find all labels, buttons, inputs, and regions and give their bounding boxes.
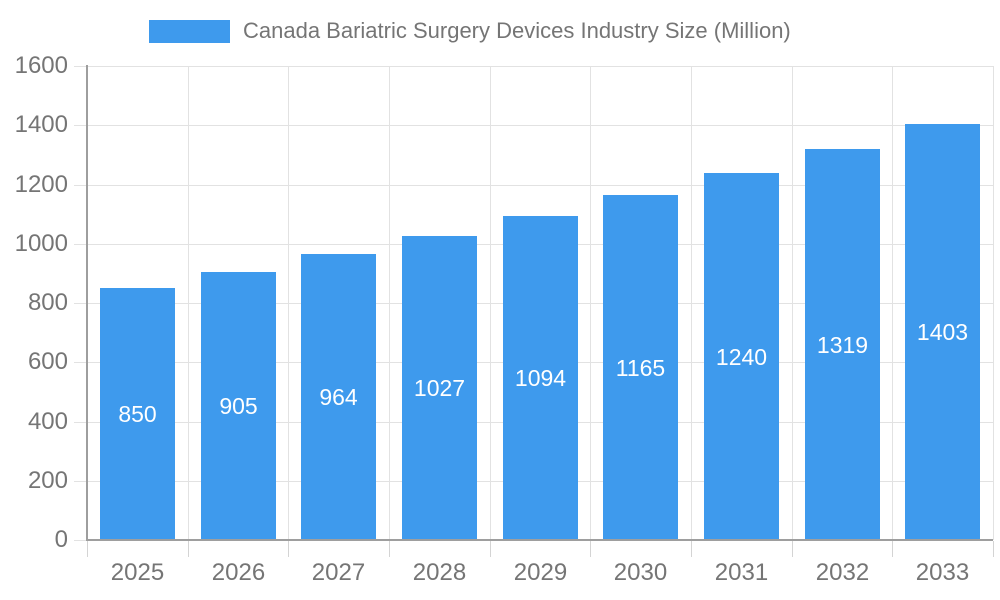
bar-value-label: 850 — [118, 401, 157, 427]
x-tick — [792, 541, 793, 557]
chart-title: Canada Bariatric Surgery Devices Industr… — [243, 18, 791, 43]
bar-value-label: 1403 — [916, 319, 969, 345]
x-gridline — [590, 66, 591, 540]
bar[interactable]: 1403 — [905, 124, 980, 540]
x-tick — [188, 541, 189, 557]
bar[interactable]: 964 — [301, 254, 376, 540]
x-axis-line — [86, 539, 993, 541]
bar-value-label: 1240 — [715, 344, 768, 370]
bar-value-label: 1027 — [413, 375, 466, 401]
bar[interactable]: 1094 — [503, 216, 578, 540]
x-axis-label: 2029 — [513, 559, 568, 586]
bar-value-label: 964 — [319, 384, 358, 410]
bar[interactable]: 905 — [201, 272, 276, 540]
bar[interactable]: 1319 — [805, 149, 880, 540]
legend-swatch — [149, 19, 230, 43]
y-gridline — [74, 125, 993, 126]
x-gridline — [490, 66, 491, 540]
bar-value-label: 1165 — [615, 355, 666, 381]
bar[interactable]: 1027 — [402, 236, 477, 540]
x-gridline — [792, 66, 793, 540]
x-tick — [87, 541, 88, 557]
bar[interactable]: 850 — [100, 288, 175, 540]
x-axis-label: 2032 — [815, 559, 870, 586]
x-gridline — [188, 66, 189, 540]
y-axis-label: 1000 — [14, 230, 68, 257]
x-axis-label: 2030 — [613, 559, 668, 586]
x-axis-label: 2027 — [311, 559, 366, 586]
y-axis-label: 600 — [27, 348, 68, 375]
x-tick — [691, 541, 692, 557]
y-axis-label: 200 — [27, 467, 68, 494]
x-gridline — [993, 66, 994, 540]
legend: Canada Bariatric Surgery Devices Industr… — [149, 18, 791, 44]
x-gridline — [892, 66, 893, 540]
x-tick — [590, 541, 591, 557]
bar[interactable]: 1165 — [603, 195, 678, 540]
x-tick — [490, 541, 491, 557]
x-axis-label: 2031 — [714, 559, 769, 586]
y-axis-label: 0 — [54, 526, 68, 553]
x-tick — [288, 541, 289, 557]
bar-value-label: 1094 — [514, 365, 567, 391]
x-gridline — [389, 66, 390, 540]
y-gridline — [74, 185, 993, 186]
y-axis-label: 1200 — [14, 171, 68, 198]
y-axis-label: 800 — [27, 289, 68, 316]
bar-value-label: 1319 — [816, 332, 869, 358]
y-axis-label: 1600 — [14, 52, 68, 79]
y-axis-label: 1400 — [14, 111, 68, 138]
x-axis-label: 2028 — [412, 559, 467, 586]
y-axis-line — [86, 65, 88, 541]
x-axis-label: 2026 — [211, 559, 266, 586]
x-axis-label: 2025 — [110, 559, 165, 586]
y-axis-label: 400 — [27, 408, 68, 435]
x-axis-label: 2033 — [915, 559, 970, 586]
x-gridline — [288, 66, 289, 540]
y-gridline — [74, 66, 993, 67]
bar[interactable]: 1240 — [704, 173, 779, 540]
x-tick — [993, 541, 994, 557]
bar-value-label: 905 — [219, 393, 258, 419]
x-tick — [389, 541, 390, 557]
x-tick — [892, 541, 893, 557]
x-gridline — [691, 66, 692, 540]
